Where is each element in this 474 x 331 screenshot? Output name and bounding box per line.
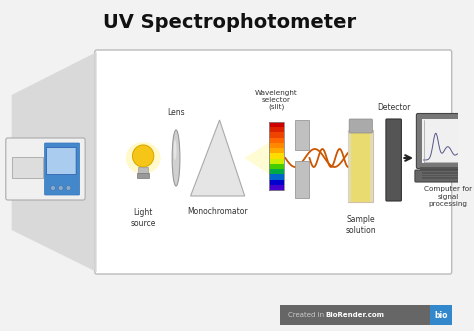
Circle shape (58, 185, 63, 191)
Polygon shape (191, 120, 245, 196)
Bar (269, 174, 284, 180)
Ellipse shape (173, 140, 176, 160)
FancyBboxPatch shape (416, 114, 474, 168)
Bar (269, 185, 284, 191)
Bar (348, 130, 374, 202)
Bar (430, 305, 452, 325)
Text: Detector: Detector (377, 103, 410, 112)
FancyBboxPatch shape (349, 119, 373, 133)
FancyBboxPatch shape (6, 138, 85, 200)
Polygon shape (245, 135, 281, 182)
Text: bio: bio (434, 310, 448, 319)
Text: Lens: Lens (167, 108, 185, 117)
FancyBboxPatch shape (295, 161, 309, 198)
Circle shape (51, 185, 55, 191)
Bar (269, 153, 284, 159)
Text: Light
source: Light source (130, 208, 156, 228)
Bar (269, 159, 284, 165)
Circle shape (66, 185, 71, 191)
FancyBboxPatch shape (415, 170, 474, 182)
Text: Created in: Created in (288, 312, 327, 318)
Bar (420, 167, 474, 171)
Text: UV Spectrophotometer: UV Spectrophotometer (103, 13, 356, 31)
FancyBboxPatch shape (95, 50, 452, 274)
Text: Wavelenght
selector
(slit): Wavelenght selector (slit) (255, 89, 298, 110)
Ellipse shape (133, 145, 154, 167)
FancyBboxPatch shape (46, 148, 76, 174)
Bar (269, 132, 284, 138)
FancyBboxPatch shape (295, 120, 309, 150)
Ellipse shape (126, 142, 161, 174)
Text: BioRender.com: BioRender.com (325, 312, 384, 318)
Text: Sample
solution: Sample solution (346, 215, 376, 235)
Bar (422, 174, 472, 176)
Text: Computer for
signal
processing: Computer for signal processing (424, 186, 472, 207)
Bar (138, 167, 148, 174)
Polygon shape (11, 52, 97, 272)
Bar (269, 179, 284, 185)
Bar (281, 305, 430, 325)
Bar (269, 143, 284, 149)
Text: Monochromator: Monochromator (187, 207, 248, 216)
Bar (269, 122, 284, 190)
Bar (422, 119, 474, 163)
Bar (137, 173, 149, 178)
Ellipse shape (172, 130, 180, 186)
Bar (422, 177, 472, 178)
FancyBboxPatch shape (45, 143, 80, 195)
Bar (269, 122, 284, 128)
Bar (269, 164, 284, 169)
FancyBboxPatch shape (386, 119, 401, 201)
Bar (422, 172, 472, 173)
Bar (269, 169, 284, 175)
Bar (371, 130, 374, 202)
Bar (269, 127, 284, 133)
Bar (11, 158, 43, 178)
Bar (269, 138, 284, 143)
Bar (348, 130, 351, 202)
Bar (269, 148, 284, 154)
